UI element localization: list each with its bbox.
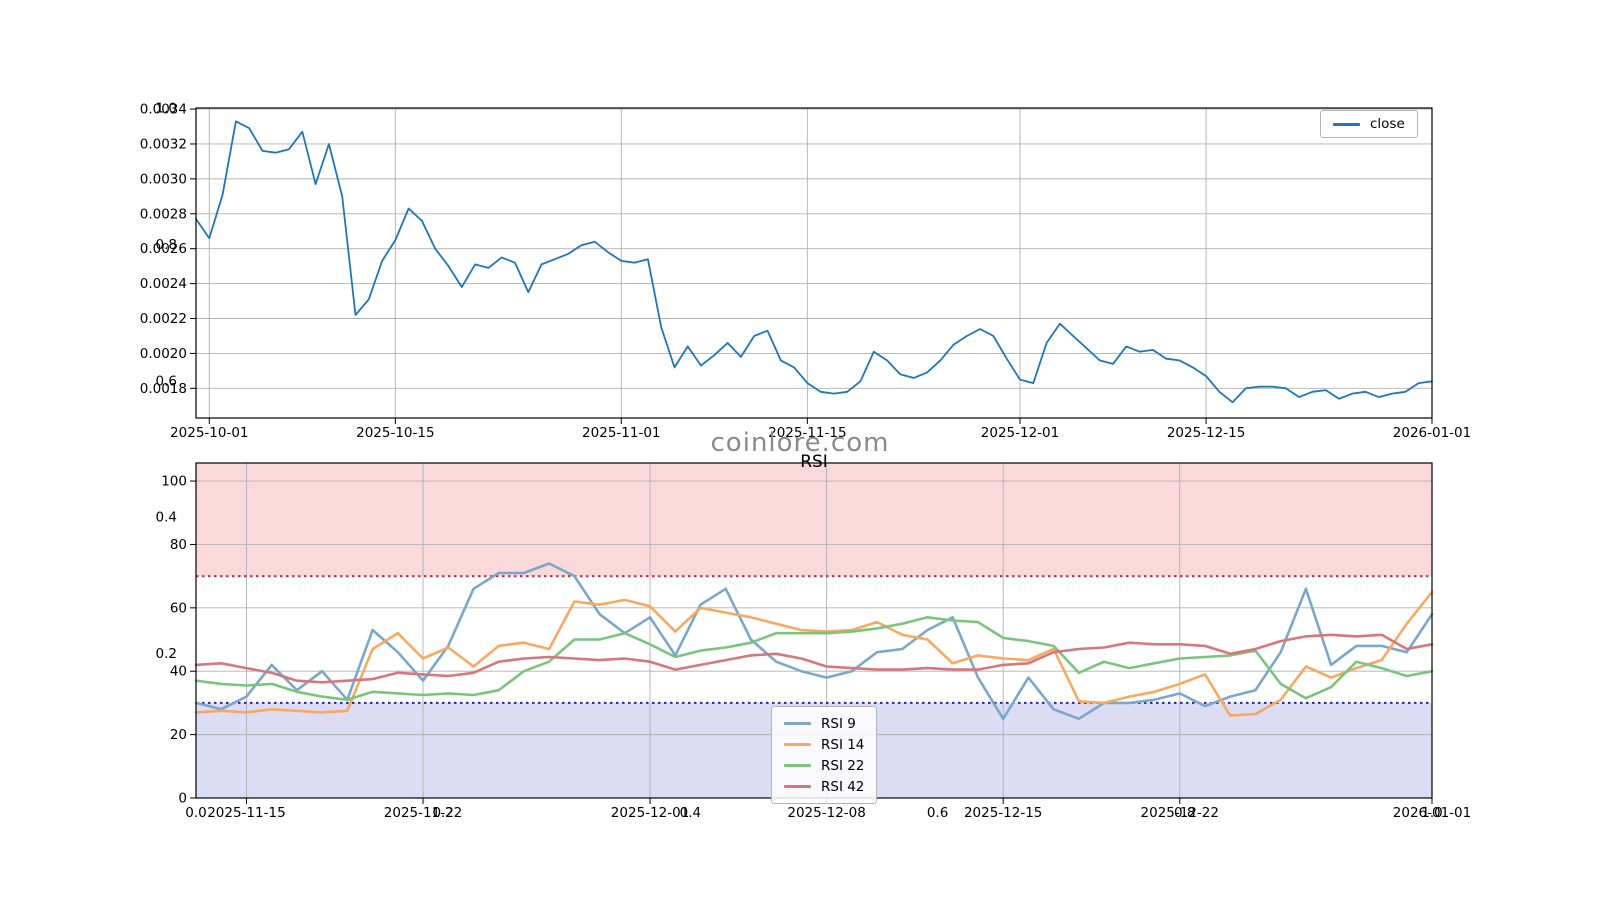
close-legend-label: close [1370,116,1405,132]
x-tick-label: 2025-12-08 [787,805,865,821]
y-tick-label: 80 [170,537,187,553]
y-tick-label: 40 [170,664,187,680]
rsi-14-line [194,590,1434,717]
y-tick-label: 0.0022 [140,311,187,327]
x-tick-label: 2025-12-15 [964,805,1042,821]
x-tick-label: 2025-11-15 [768,425,846,441]
x-tick-label: 2025-12-22 [1141,805,1219,821]
x-tick-label: 2026-01-01 [1393,805,1471,821]
rsi-chart-legend[interactable]: RSI 9 RSI 14 RSI 22 RSI 42 [771,706,878,804]
x-tick-label: 2025-11-15 [207,805,285,821]
rsi14-legend-swatch [784,743,811,746]
x-tick-label: 2025-12-01 [981,425,1059,441]
overlay-x-label: 1.0 [1421,805,1442,821]
axes-frame [195,107,1433,419]
rsi9-legend-label: RSI 9 [821,715,856,732]
rsi42-legend-label: RSI 42 [821,778,865,795]
rsi14-legend-row: RSI 14 [784,734,864,755]
rsi42-legend-swatch [784,785,811,788]
y-tick-label: 0.0032 [140,136,187,152]
x-tick-label: 2026-01-01 [1393,425,1471,441]
rsi-9-line [194,562,1434,721]
overlay-x-label: 0.4 [680,805,701,821]
y-tick-label: 0.0018 [140,381,187,397]
watermark: coinlore.com [710,428,890,458]
x-tick-label: 2025-12-01 [611,805,689,821]
x-tick-label: 2025-10-15 [356,425,434,441]
overlay-y-label: 0.6 [156,373,177,389]
y-tick-label: 0.0024 [140,276,187,292]
overlay-x-label: 0.6 [927,805,948,821]
price-chart-legend[interactable]: close [1320,110,1418,138]
overlay-x-label: 0.2 [432,805,453,821]
close-line [195,120,1433,404]
y-tick-label: 0.0034 [140,102,187,118]
x-tick-label: 2025-11-22 [384,805,462,821]
y-tick-label: 0.0028 [140,206,187,222]
y-tick-label: 0.0030 [140,171,187,187]
overbought-band [196,463,1432,577]
rsi22-legend-swatch [784,764,811,767]
y-tick-label: 20 [170,727,187,743]
y-tick-label: 0.0026 [140,241,187,257]
rsi14-legend-label: RSI 14 [821,736,865,753]
overlay-x-label: 0.0 [185,805,206,821]
overlay-y-label: 0.8 [156,237,177,253]
y-tick-label: 0 [178,791,187,807]
rsi-42-line [194,633,1434,684]
overlay-x-label: 0.8 [1174,805,1195,821]
rsi9-legend-row: RSI 9 [784,713,864,734]
rsi42-legend-row: RSI 42 [784,776,864,797]
rsi22-legend-row: RSI 22 [784,755,864,776]
x-tick-label: 2025-10-01 [170,425,248,441]
rsi-22-line [194,615,1434,702]
overlay-y-label: 0.2 [156,646,177,662]
x-tick-label: 2025-11-01 [582,425,660,441]
close-legend-swatch [1333,122,1360,126]
y-tick-label: 0.0020 [140,346,187,362]
overlay-y-label: 1.0 [156,101,177,117]
overlay-y-label: 0.4 [156,510,177,526]
y-tick-label: 100 [161,474,187,490]
rsi9-legend-swatch [784,722,811,725]
y-tick-label: 60 [170,600,187,616]
rsi-chart-title: RSI [800,452,828,472]
x-tick-label: 2025-12-15 [1167,425,1245,441]
rsi22-legend-label: RSI 22 [821,757,865,774]
